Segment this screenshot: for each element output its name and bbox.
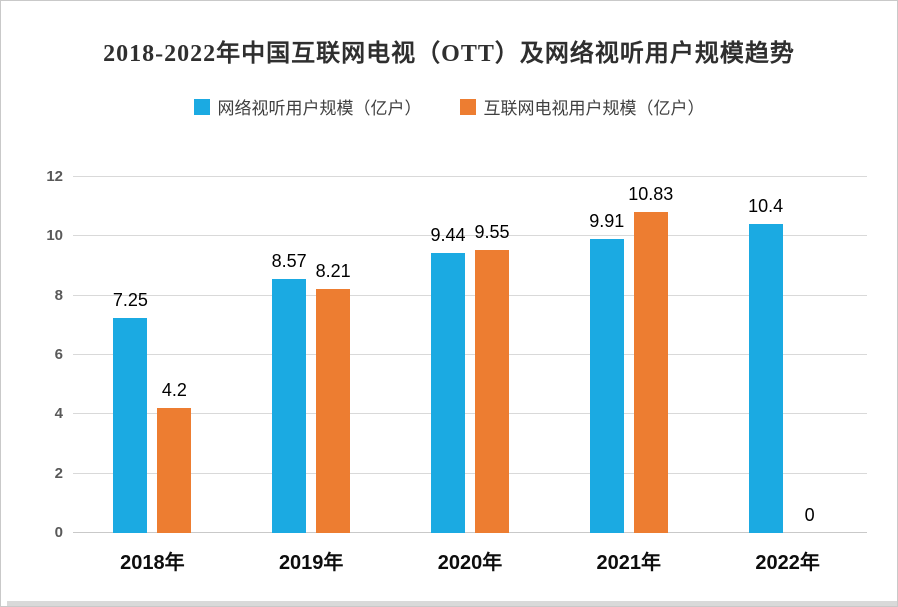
gridline-y12 [73, 176, 867, 177]
bar-2020年-series1 [475, 249, 509, 533]
chart-title: 2018-2022年中国互联网电视（OTT）及网络视听用户规模趋势 [103, 41, 795, 67]
bar-2018年-series0 [113, 317, 148, 533]
x-axis-category-label: 2018年 [120, 552, 185, 574]
y-axis-tick-label: 10 [46, 227, 63, 245]
value-label-2018年-series1: 4.2 [161, 380, 187, 401]
y-axis-tick-label: 8 [54, 286, 63, 304]
value-label-2019年-series1: 8.21 [315, 261, 351, 282]
y-axis-tick-label: 4 [54, 405, 63, 423]
gridline-y8 [73, 294, 867, 296]
bar-2020年-series0 [431, 252, 465, 533]
legend: 网络视听用户规模（亿户） 互联网电视用户规模（亿户） [1, 94, 897, 119]
value-label-2021年-series1: 10.83 [628, 183, 674, 204]
gridline-y10 [73, 235, 867, 237]
value-label-2020年-series0: 9.44 [430, 224, 466, 245]
plot-area: 7.25 4.2 8.57 8.21 9.44 9.55 9.91 10.83 10.4 0 [73, 176, 867, 533]
legend-swatch-blue-icon [193, 98, 210, 115]
bar-2022年-series0 [748, 224, 783, 533]
bar-2021年-series1 [633, 211, 668, 533]
gridline-y0 [73, 532, 867, 533]
legend-item-online-audiovisual: 网络视听用户规模（亿户） [193, 94, 422, 119]
legend-label: 网络视听用户规模（亿户） [217, 99, 422, 118]
x-axis-category-label: 2019年 [278, 552, 344, 574]
y-axis-tick-label: 2 [54, 464, 63, 482]
x-axis-category-label: 2020年 [437, 552, 503, 574]
value-label-2022年-series1: 0 [804, 505, 815, 525]
x-axis-category-label: 2021年 [596, 552, 662, 574]
gridline-y6 [73, 354, 867, 355]
value-label-2020年-series1: 9.55 [474, 221, 510, 242]
gridline-y4 [73, 413, 867, 415]
bar-2019年-series1 [316, 289, 351, 533]
y-axis-tick-label: 12 [46, 168, 63, 185]
card-bottom-shadow [7, 601, 897, 606]
y-axis-tick-label: 6 [54, 346, 63, 363]
value-label-2019年-series0: 8.57 [271, 250, 307, 271]
value-label-2021年-series0: 9.91 [589, 211, 625, 232]
legend-item-internet-tv: 互联网电视用户规模（亿户） [459, 94, 705, 119]
bar-2019年-series0 [272, 278, 307, 533]
value-label-2018年-series0: 7.25 [112, 289, 148, 310]
legend-swatch-orange-icon [459, 98, 476, 115]
bar-2018年-series1 [157, 408, 192, 533]
y-axis-tick-label: 0 [54, 524, 63, 541]
legend-label: 互联网电视用户规模（亿户） [483, 99, 705, 118]
value-label-2022年-series0: 10.4 [748, 196, 784, 217]
x-axis-category-label: 2022年 [755, 552, 820, 574]
gridline-y2 [73, 472, 867, 474]
bar-2021年-series0 [589, 239, 624, 533]
